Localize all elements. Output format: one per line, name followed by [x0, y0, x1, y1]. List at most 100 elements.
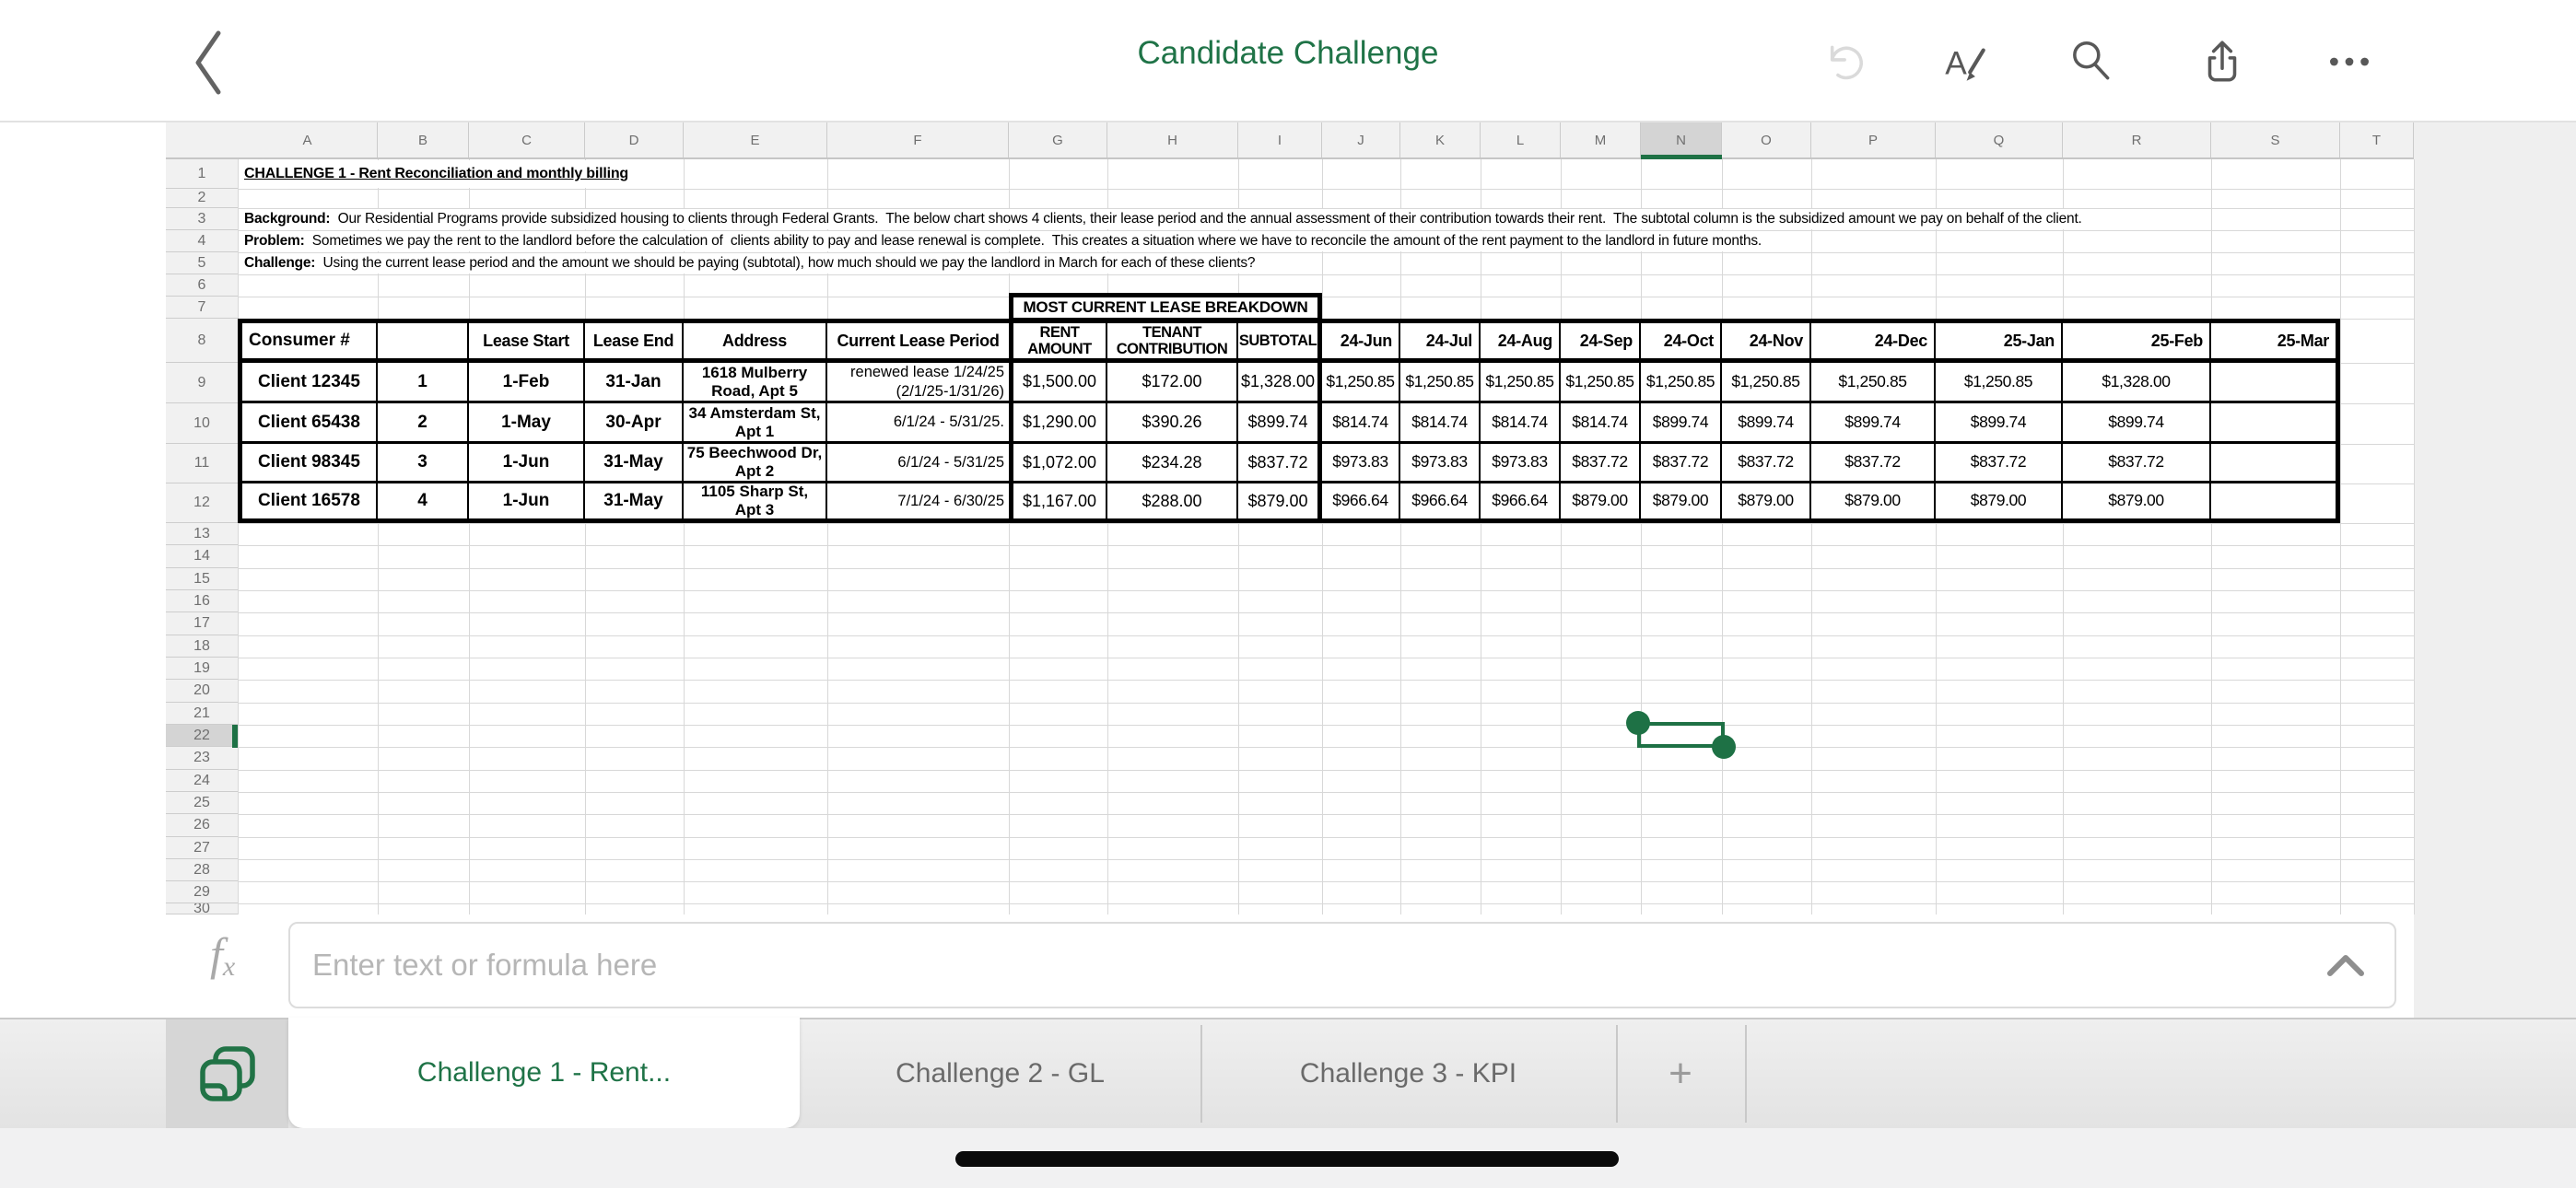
cell-C10[interactable]: 1-May: [469, 403, 585, 444]
cell-M11[interactable]: $837.72: [1561, 444, 1641, 483]
row-header-23[interactable]: 23: [166, 747, 238, 770]
row-header-26[interactable]: 26: [166, 814, 238, 837]
cell-S9[interactable]: [2211, 363, 2340, 403]
row-header-2[interactable]: 2: [166, 189, 238, 208]
cell-A10[interactable]: Client 65438: [238, 403, 378, 444]
cell-O9[interactable]: $1,250.85: [1722, 363, 1811, 403]
cell-R9[interactable]: $1,328.00: [2063, 363, 2211, 403]
cell-H11[interactable]: $234.28: [1107, 444, 1238, 483]
cell-A4[interactable]: Problem: Sometimes we pay the rent to th…: [240, 231, 1775, 251]
cell-L12[interactable]: $966.64: [1481, 483, 1561, 523]
cell-K11[interactable]: $973.83: [1400, 444, 1481, 483]
row-header-3[interactable]: 3: [166, 208, 238, 230]
row-header-25[interactable]: 25: [166, 792, 238, 814]
cell-Q9[interactable]: $1,250.85: [1936, 363, 2063, 403]
cell-R11[interactable]: $837.72: [2063, 444, 2211, 483]
row-header-27[interactable]: 27: [166, 837, 238, 859]
cell-N12[interactable]: $879.00: [1641, 483, 1722, 523]
cell-P12[interactable]: $879.00: [1811, 483, 1936, 523]
cell-F11[interactable]: 6/1/24 - 5/31/25: [827, 444, 1009, 483]
row-header-20[interactable]: 20: [166, 680, 238, 703]
cell-A3[interactable]: Background: Our Residential Programs pro…: [240, 209, 2095, 229]
cell-C9[interactable]: 1-Feb: [469, 363, 585, 403]
cell-P9[interactable]: $1,250.85: [1811, 363, 1936, 403]
cell-M9[interactable]: $1,250.85: [1561, 363, 1641, 403]
cell-E11[interactable]: 75 Beechwood Dr, Apt 2: [684, 444, 827, 483]
column-header-G[interactable]: G: [1009, 122, 1107, 157]
column-header-O[interactable]: O: [1722, 122, 1811, 157]
share-icon[interactable]: [2197, 37, 2247, 87]
column-header-T[interactable]: T: [2340, 122, 2414, 157]
more-icon[interactable]: [2324, 37, 2374, 87]
sheets-button[interactable]: [166, 1019, 288, 1128]
cell-P10[interactable]: $899.74: [1811, 403, 1936, 444]
row-header-17[interactable]: 17: [166, 612, 238, 635]
row-header-10[interactable]: 10: [166, 403, 238, 444]
cell-J12[interactable]: $966.64: [1322, 483, 1400, 523]
column-header-N[interactable]: N: [1641, 122, 1722, 157]
cell-I10[interactable]: $899.74: [1238, 403, 1322, 444]
format-icon[interactable]: A: [1940, 37, 1990, 87]
cell-Q11[interactable]: $837.72: [1936, 444, 2063, 483]
cell-R12[interactable]: $879.00: [2063, 483, 2211, 523]
cell-A11[interactable]: Client 98345: [238, 444, 378, 483]
cell-P11[interactable]: $837.72: [1811, 444, 1936, 483]
cell-L11[interactable]: $973.83: [1481, 444, 1561, 483]
tab-challenge-3[interactable]: Challenge 3 - KPI: [1299, 1058, 1517, 1089]
cell-N10[interactable]: $899.74: [1641, 403, 1722, 444]
cell-G9[interactable]: $1,500.00: [1009, 363, 1107, 403]
cell-I11[interactable]: $837.72: [1238, 444, 1322, 483]
cell-H8[interactable]: TENANT CONTRIBUTION: [1107, 319, 1238, 363]
cell-C11[interactable]: 1-Jun: [469, 444, 585, 483]
column-header-A[interactable]: A: [238, 122, 378, 157]
cell-G11[interactable]: $1,072.00: [1009, 444, 1107, 483]
cell-I9[interactable]: $1,328.00: [1238, 363, 1322, 403]
cell-A12[interactable]: Client 16578: [238, 483, 378, 523]
cell-R10[interactable]: $899.74: [2063, 403, 2211, 444]
column-header-I[interactable]: I: [1238, 122, 1322, 157]
cell-P8[interactable]: 24-Dec: [1811, 319, 1936, 363]
cell-N8[interactable]: 24-Oct: [1641, 319, 1722, 363]
cell-D10[interactable]: 30-Apr: [585, 403, 684, 444]
row-header-15[interactable]: 15: [166, 568, 238, 590]
row-header-28[interactable]: 28: [166, 859, 238, 881]
cell-L8[interactable]: 24-Aug: [1481, 319, 1561, 363]
cell-S12[interactable]: [2211, 483, 2340, 523]
cell-E10[interactable]: 34 Amsterdam St, Apt 1: [684, 403, 827, 444]
cell-F8[interactable]: Current Lease Period: [827, 319, 1009, 363]
cell-B8[interactable]: [378, 319, 469, 363]
cell-G12[interactable]: $1,167.00: [1009, 483, 1107, 523]
cell-A9[interactable]: Client 12345: [238, 363, 378, 403]
cell-H10[interactable]: $390.26: [1107, 403, 1238, 444]
cell-J8[interactable]: 24-Jun: [1322, 319, 1400, 363]
cell-M12[interactable]: $879.00: [1561, 483, 1641, 523]
tab-challenge-1[interactable]: Challenge 1 - Rent...: [288, 1018, 800, 1128]
column-header-S[interactable]: S: [2211, 122, 2340, 157]
row-header-5[interactable]: 5: [166, 252, 238, 274]
row-header-21[interactable]: 21: [166, 703, 238, 725]
cell-K12[interactable]: $966.64: [1400, 483, 1481, 523]
cell-B11[interactable]: 3: [378, 444, 469, 483]
cell-D11[interactable]: 31-May: [585, 444, 684, 483]
cell-S8[interactable]: 25-Mar: [2211, 319, 2340, 363]
row-header-8[interactable]: 8: [166, 319, 238, 363]
cell-H9[interactable]: $172.00: [1107, 363, 1238, 403]
cell-E8[interactable]: Address: [684, 319, 827, 363]
cell-O12[interactable]: $879.00: [1722, 483, 1811, 523]
cell-C8[interactable]: Lease Start: [469, 319, 585, 363]
collapse-keyboard-icon[interactable]: [2324, 951, 2367, 979]
row-header-1[interactable]: 1: [166, 159, 238, 189]
row-header-12[interactable]: 12: [166, 483, 238, 523]
column-header-E[interactable]: E: [684, 122, 827, 157]
cell-L9[interactable]: $1,250.85: [1481, 363, 1561, 403]
cell-F10[interactable]: 6/1/24 - 5/31/25.: [827, 403, 1009, 444]
cell-R8[interactable]: 25-Feb: [2063, 319, 2211, 363]
cell-J10[interactable]: $814.74: [1322, 403, 1400, 444]
cell-K9[interactable]: $1,250.85: [1400, 363, 1481, 403]
cell-Q12[interactable]: $879.00: [1936, 483, 2063, 523]
cell-H12[interactable]: $288.00: [1107, 483, 1238, 523]
cell-A8[interactable]: Consumer #: [238, 319, 378, 363]
cell-Q8[interactable]: 25-Jan: [1936, 319, 2063, 363]
column-header-P[interactable]: P: [1811, 122, 1936, 157]
column-header-L[interactable]: L: [1481, 122, 1561, 157]
